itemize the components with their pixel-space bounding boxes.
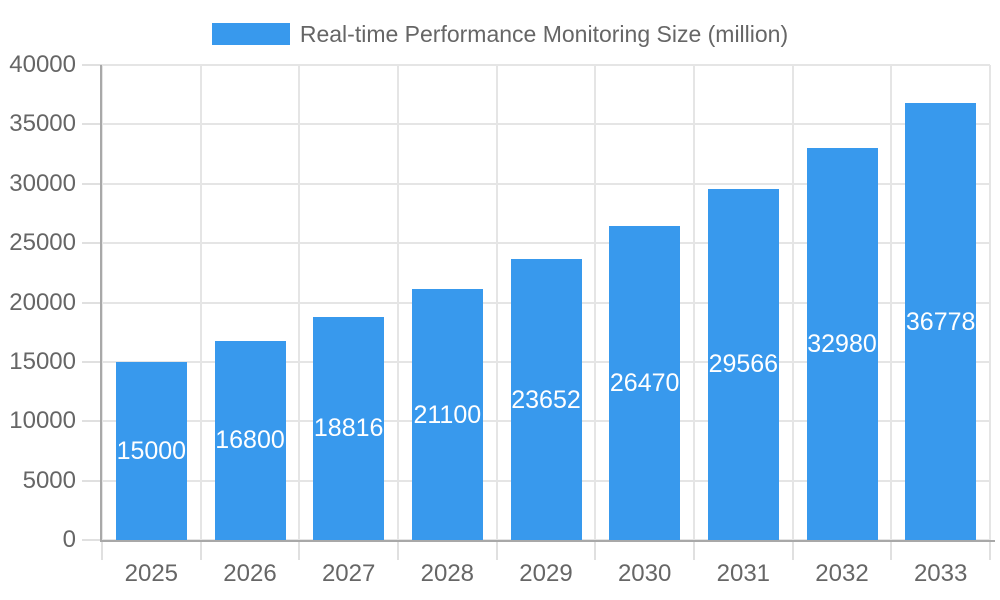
x-gridline: [101, 65, 103, 540]
y-tick-mark: [82, 420, 102, 423]
y-tick-label: 30000: [9, 169, 76, 197]
x-gridline: [890, 65, 893, 540]
bar[interactable]: [313, 316, 385, 540]
y-tick-mark: [82, 64, 102, 66]
legend-label: Real-time Performance Monitoring Size (m…: [299, 20, 789, 47]
x-tick-label: 2026: [223, 560, 277, 587]
bar[interactable]: [707, 188, 779, 540]
y-tick-label: 35000: [9, 110, 76, 138]
x-gridline: [298, 65, 301, 540]
x-tick-mark: [199, 540, 202, 560]
y-gridline: [102, 182, 990, 185]
y-tick-mark: [82, 182, 102, 185]
x-tick-label: 2031: [716, 560, 771, 587]
y-tick-label: 20000: [9, 288, 76, 316]
bar[interactable]: [510, 259, 582, 540]
y-tick-mark: [82, 360, 102, 363]
x-tick-mark: [397, 540, 399, 560]
bar[interactable]: [905, 103, 977, 540]
x-gridline: [791, 65, 794, 540]
x-tick-mark: [298, 540, 301, 560]
y-tick-mark: [82, 242, 102, 245]
y-tick-mark: [82, 539, 102, 541]
x-tick-mark: [693, 540, 695, 560]
x-tick-mark: [791, 540, 794, 560]
x-gridline: [693, 65, 695, 540]
x-gridline: [397, 65, 399, 540]
y-tick-label: 40000: [9, 51, 76, 78]
y-gridline: [102, 242, 990, 245]
x-axis-line: [100, 540, 995, 542]
x-gridline: [594, 65, 597, 540]
y-tick-label: 5000: [22, 466, 76, 494]
y-tick-label: 0: [62, 526, 76, 553]
x-gridline: [989, 65, 991, 540]
x-tick-label: 2030: [617, 560, 672, 587]
x-tick-mark: [495, 540, 498, 560]
y-tick-mark: [82, 479, 102, 482]
y-tick-mark: [82, 123, 102, 126]
bar[interactable]: [609, 225, 681, 540]
bar[interactable]: [806, 148, 878, 540]
x-tick-label: 2029: [519, 560, 573, 587]
x-tick-label: 2028: [420, 560, 475, 587]
x-tick-mark: [989, 540, 991, 560]
y-tick-mark: [82, 301, 102, 304]
x-tick-label: 2025: [124, 560, 179, 587]
y-tick-label: 25000: [9, 229, 76, 257]
bar[interactable]: [411, 289, 483, 540]
y-gridline: [102, 64, 990, 66]
x-tick-label: 2033: [913, 560, 968, 587]
x-tick-mark: [890, 540, 893, 560]
x-gridline: [495, 65, 498, 540]
bar[interactable]: [115, 361, 187, 540]
y-tick-label: 10000: [9, 407, 76, 435]
legend-swatch-icon: [211, 23, 290, 45]
y-tick-label: 15000: [9, 347, 76, 375]
x-tick-label: 2027: [321, 560, 376, 587]
bar[interactable]: [214, 340, 286, 540]
x-tick-mark: [594, 540, 597, 560]
x-tick-label: 2032: [815, 560, 869, 587]
legend[interactable]: Real-time Performance Monitoring Size (m…: [0, 12, 1000, 56]
x-tick-mark: [101, 540, 103, 560]
y-gridline: [102, 123, 990, 126]
x-gridline: [199, 65, 202, 540]
y-axis-line: [100, 65, 102, 542]
